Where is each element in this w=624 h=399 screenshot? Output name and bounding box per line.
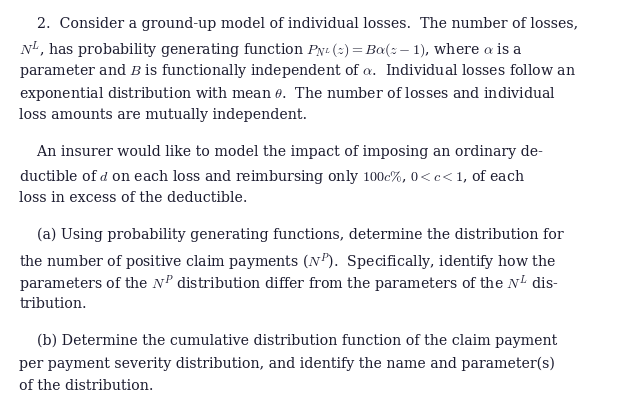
Text: of the distribution.: of the distribution. xyxy=(19,379,154,393)
Text: exponential distribution with mean $\theta$.  The number of losses and individua: exponential distribution with mean $\the… xyxy=(19,85,556,103)
Text: the number of positive claim payments ($N^P$).  Specifically, identify how the: the number of positive claim payments ($… xyxy=(19,251,557,273)
Text: tribution.: tribution. xyxy=(19,296,87,310)
Text: loss amounts are mutually independent.: loss amounts are mutually independent. xyxy=(19,109,308,122)
Text: parameters of the $N^P$ distribution differ from the parameters of the $N^L$ dis: parameters of the $N^P$ distribution dif… xyxy=(19,274,559,296)
Text: ductible of $d$ on each loss and reimbursing only $100c\%$, $0 < c < 1$, of each: ductible of $d$ on each loss and reimbur… xyxy=(19,168,525,186)
Text: 2.  Consider a ground-up model of individual losses.  The number of losses,: 2. Consider a ground-up model of individ… xyxy=(19,17,578,31)
Text: per payment severity distribution, and identify the name and parameter(s): per payment severity distribution, and i… xyxy=(19,356,555,371)
Text: loss in excess of the deductible.: loss in excess of the deductible. xyxy=(19,191,248,205)
Text: (b) Determine the cumulative distribution function of the claim payment: (b) Determine the cumulative distributio… xyxy=(19,333,558,348)
Text: parameter and $B$ is functionally independent of $\alpha$.  Individual losses fo: parameter and $B$ is functionally indepe… xyxy=(19,63,577,81)
Text: An insurer would like to model the impact of imposing an ordinary de-: An insurer would like to model the impac… xyxy=(19,145,544,159)
Text: (a) Using probability generating functions, determine the distribution for: (a) Using probability generating functio… xyxy=(19,228,564,242)
Text: $N^L$, has probability generating function $P_{N^L}(z) = B\alpha(z - 1)$, where : $N^L$, has probability generating functi… xyxy=(19,40,524,61)
